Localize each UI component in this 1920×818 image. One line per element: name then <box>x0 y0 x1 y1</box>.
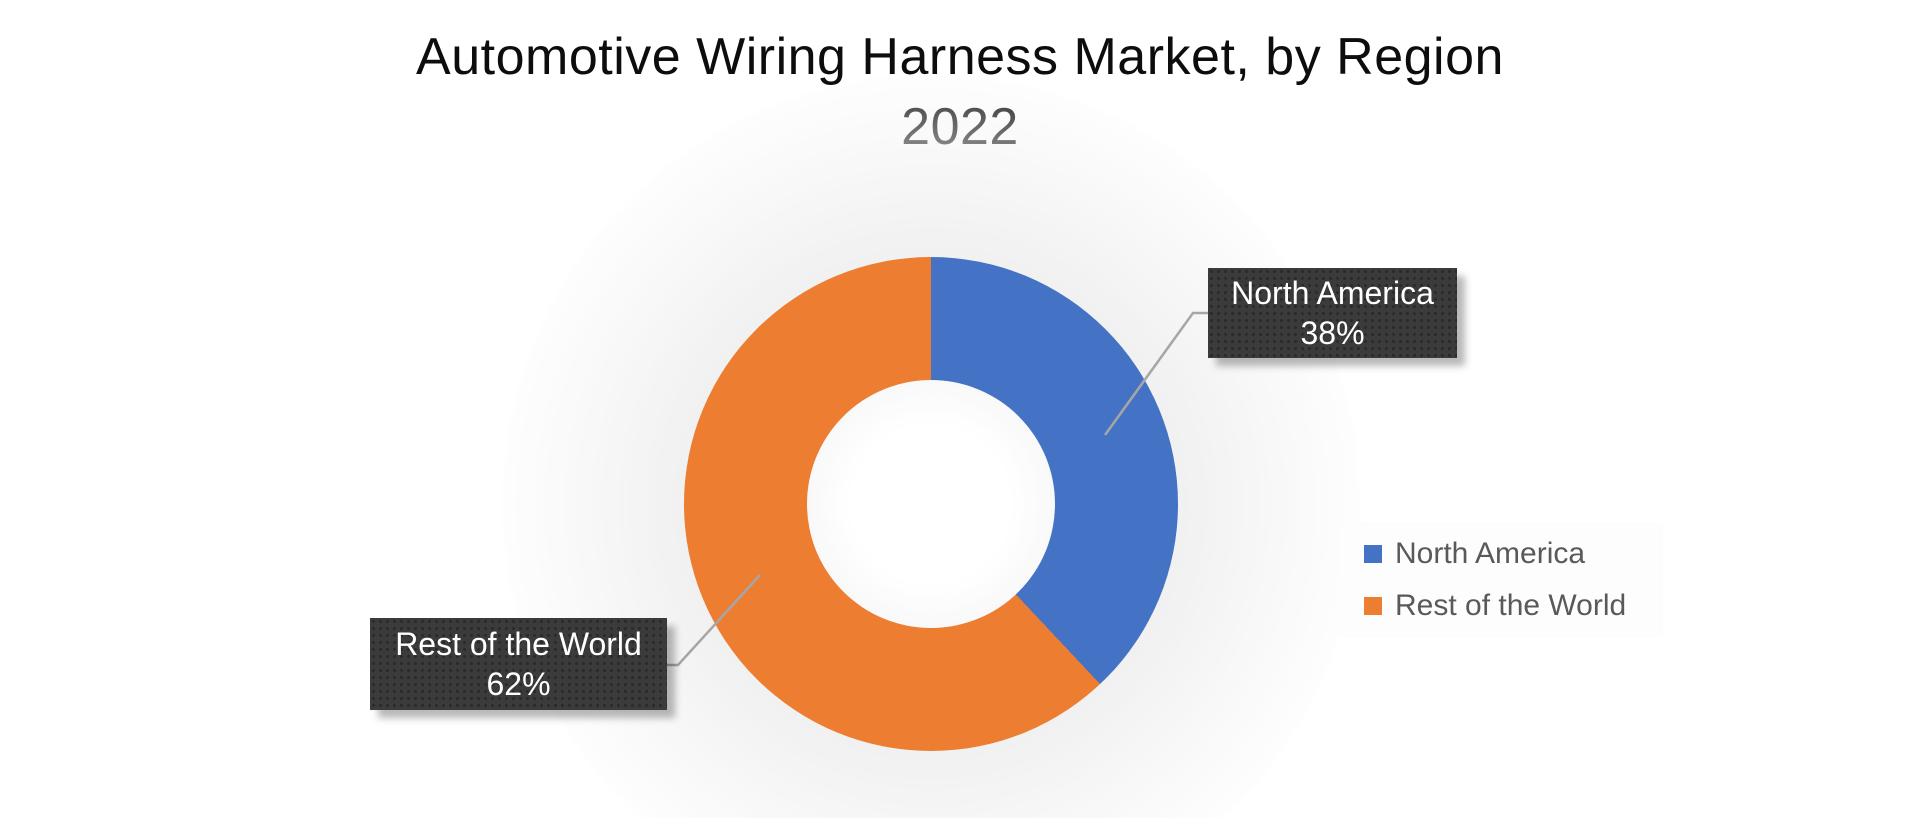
legend-item-north-america: North America <box>1364 539 1663 569</box>
legend-swatch-north-america <box>1364 545 1382 563</box>
callout-rest-of-world-label: Rest of the World <box>395 626 642 662</box>
donut-ring <box>684 257 1178 751</box>
callout-rest-of-world-value: 62% <box>486 666 551 702</box>
donut-hole <box>807 380 1055 628</box>
legend: North America Rest of the World <box>1340 522 1663 638</box>
callout-north-america: North America 38% <box>1208 268 1457 358</box>
callout-north-america-value: 38% <box>1300 315 1365 351</box>
legend-label-north-america: North America <box>1395 537 1586 570</box>
legend-swatch-rest-of-world <box>1364 597 1382 615</box>
callout-rest-of-world: Rest of the World 62% <box>370 618 667 710</box>
legend-item-rest-of-world: Rest of the World <box>1364 591 1663 621</box>
callout-north-america-label: North America <box>1231 275 1434 311</box>
legend-label-rest-of-world: Rest of the World <box>1395 589 1627 622</box>
